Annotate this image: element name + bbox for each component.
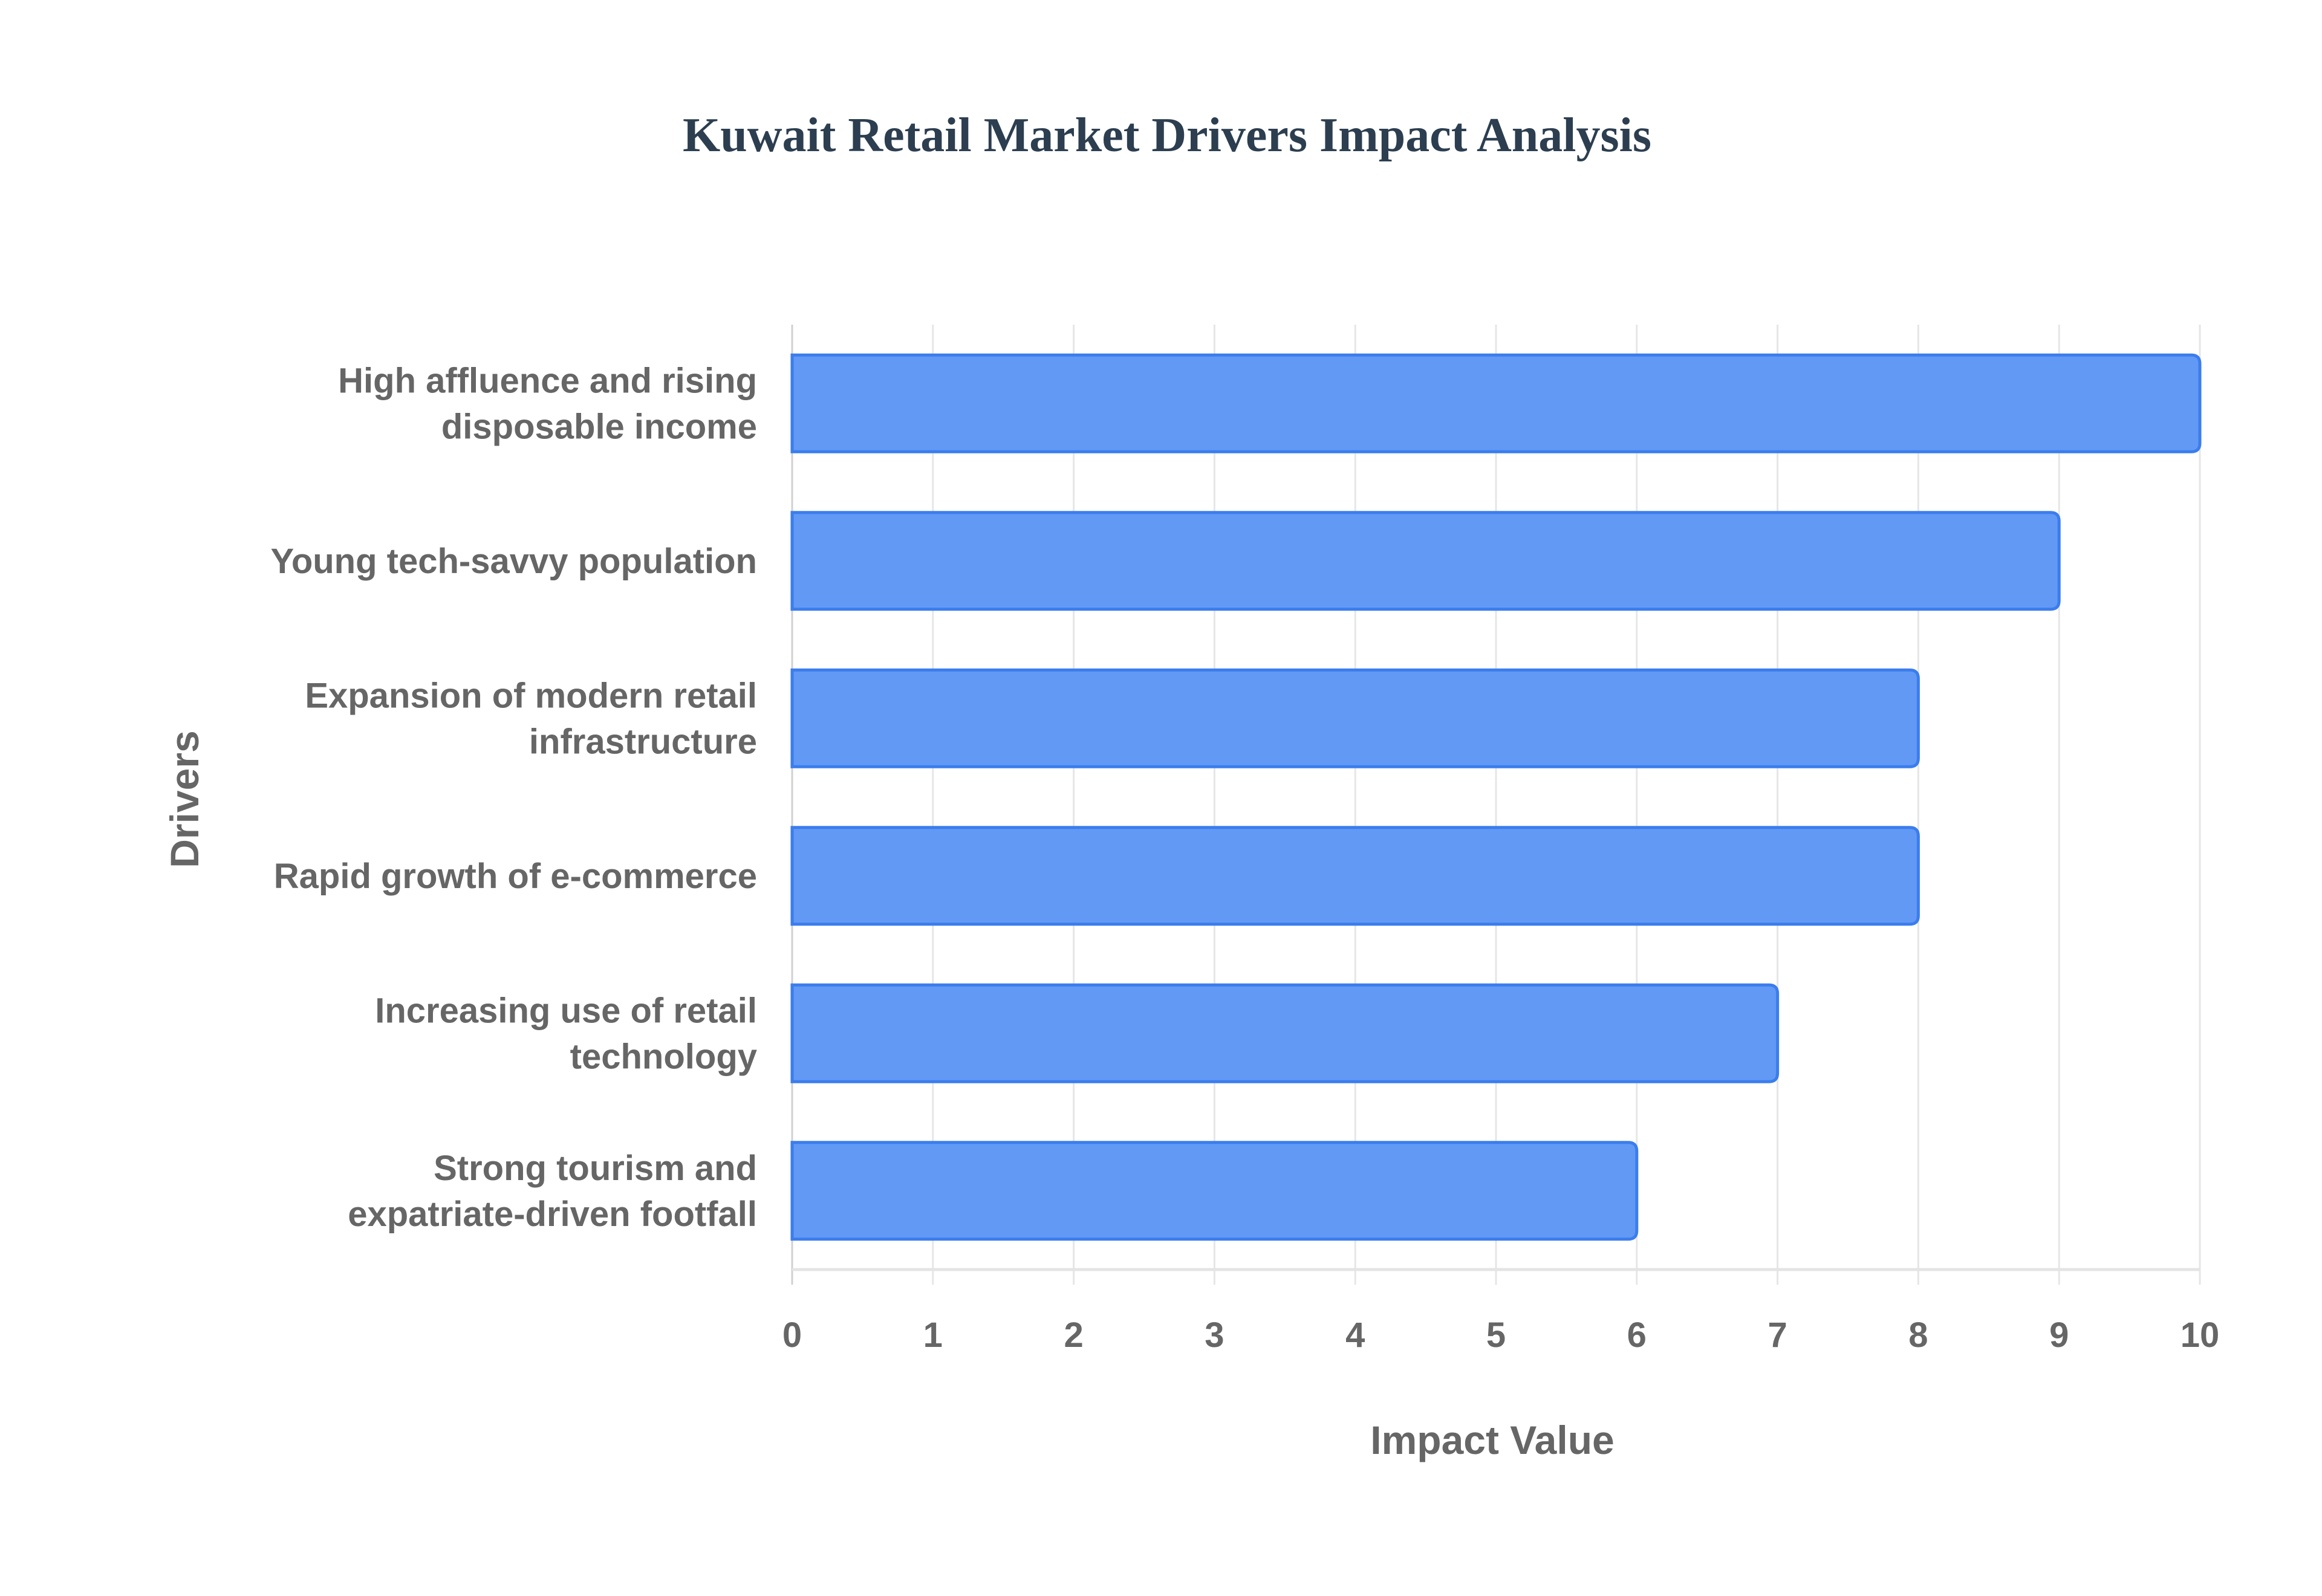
category-label: expatriate-driven footfall xyxy=(348,1195,757,1234)
x-tick-labels: 0 1 2 3 4 5 6 7 8 9 10 xyxy=(782,1315,2219,1355)
bars xyxy=(790,353,2202,1241)
x-tick-label: 3 xyxy=(1205,1315,1224,1355)
x-tick-label: 4 xyxy=(1345,1315,1365,1355)
category-label: High affluence and rising xyxy=(338,361,757,400)
category-label: technology xyxy=(570,1037,757,1076)
bar xyxy=(790,826,1920,926)
bar xyxy=(790,668,1920,768)
category-label: Strong tourism and xyxy=(434,1149,757,1188)
bar xyxy=(790,511,2061,611)
x-tick-label: 5 xyxy=(1486,1315,1506,1355)
bar xyxy=(790,983,1780,1083)
x-tick-label: 6 xyxy=(1627,1315,1647,1355)
category-label: Increasing use of retail xyxy=(375,991,757,1030)
x-tick-label: 10 xyxy=(2181,1315,2220,1355)
bar xyxy=(790,1141,1639,1241)
grid xyxy=(791,325,2201,1285)
chart-title: Kuwait Retail Market Drivers Impact Anal… xyxy=(683,109,1651,162)
x-tick-label: 9 xyxy=(2049,1315,2069,1355)
x-tick-label: 8 xyxy=(1908,1315,1928,1355)
x-axis-title: Impact Value xyxy=(1370,1418,1615,1462)
category-label: Young tech-savvy population xyxy=(270,542,757,581)
bar xyxy=(790,353,2202,453)
y-axis-title: Drivers xyxy=(162,730,207,868)
category-labels: High affluence and rising disposable inco… xyxy=(270,361,757,1234)
x-tick-label: 0 xyxy=(782,1315,802,1355)
category-label: Expansion of modern retail xyxy=(305,676,757,715)
x-tick-label: 2 xyxy=(1064,1315,1083,1355)
category-label: Rapid growth of e-commerce xyxy=(274,857,757,896)
x-tick-label: 7 xyxy=(1768,1315,1787,1355)
category-label: disposable income xyxy=(441,407,757,446)
category-label: infrastructure xyxy=(529,722,757,761)
x-tick-label: 1 xyxy=(923,1315,943,1355)
